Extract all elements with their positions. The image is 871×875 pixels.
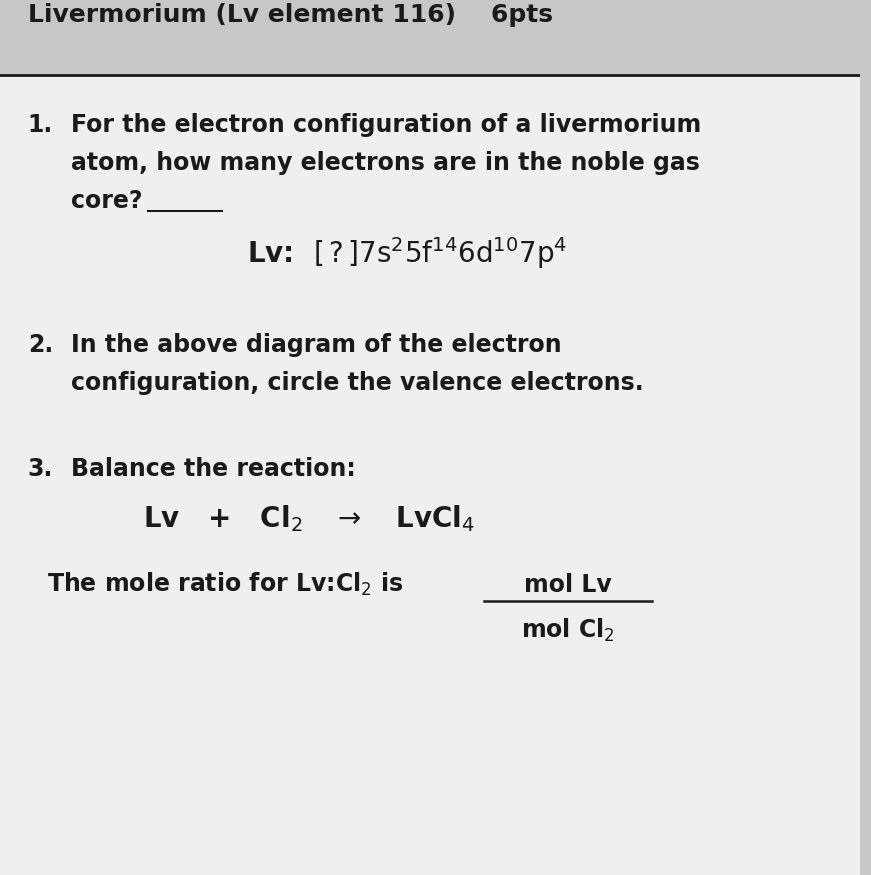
- Text: configuration, circle the valence electrons.: configuration, circle the valence electr…: [71, 371, 644, 396]
- Text: Livermorium (Lv element 116)    6pts: Livermorium (Lv element 116) 6pts: [28, 4, 552, 27]
- FancyBboxPatch shape: [0, 75, 860, 875]
- Text: core?: core?: [71, 189, 143, 214]
- Text: For the electron configuration of a livermorium: For the electron configuration of a live…: [71, 114, 701, 137]
- Text: Lv:  $\mathrm{[\,?\,]7s^{2}5f^{14}6d^{10}7p^{4}}$: Lv: $\mathrm{[\,?\,]7s^{2}5f^{14}6d^{10}…: [246, 235, 567, 271]
- Text: Lv   +   Cl$_\mathrm{2}$   $\rightarrow$   LvCl$_\mathrm{4}$: Lv + Cl$_\mathrm{2}$ $\rightarrow$ LvCl$…: [143, 503, 475, 534]
- Text: mol Lv: mol Lv: [523, 573, 611, 597]
- Text: Balance the reaction:: Balance the reaction:: [71, 458, 356, 481]
- Text: The mole ratio for Lv:Cl$_\mathrm{2}$ is: The mole ratio for Lv:Cl$_\mathrm{2}$ is: [47, 571, 404, 598]
- Text: 3.: 3.: [28, 458, 53, 481]
- Text: 2.: 2.: [28, 333, 53, 357]
- Text: mol Cl$_\mathrm{2}$: mol Cl$_\mathrm{2}$: [521, 617, 615, 644]
- FancyBboxPatch shape: [0, 1, 860, 75]
- Text: In the above diagram of the electron: In the above diagram of the electron: [71, 333, 562, 357]
- Text: atom, how many electrons are in the noble gas: atom, how many electrons are in the nobl…: [71, 151, 700, 175]
- Text: 1.: 1.: [28, 114, 53, 137]
